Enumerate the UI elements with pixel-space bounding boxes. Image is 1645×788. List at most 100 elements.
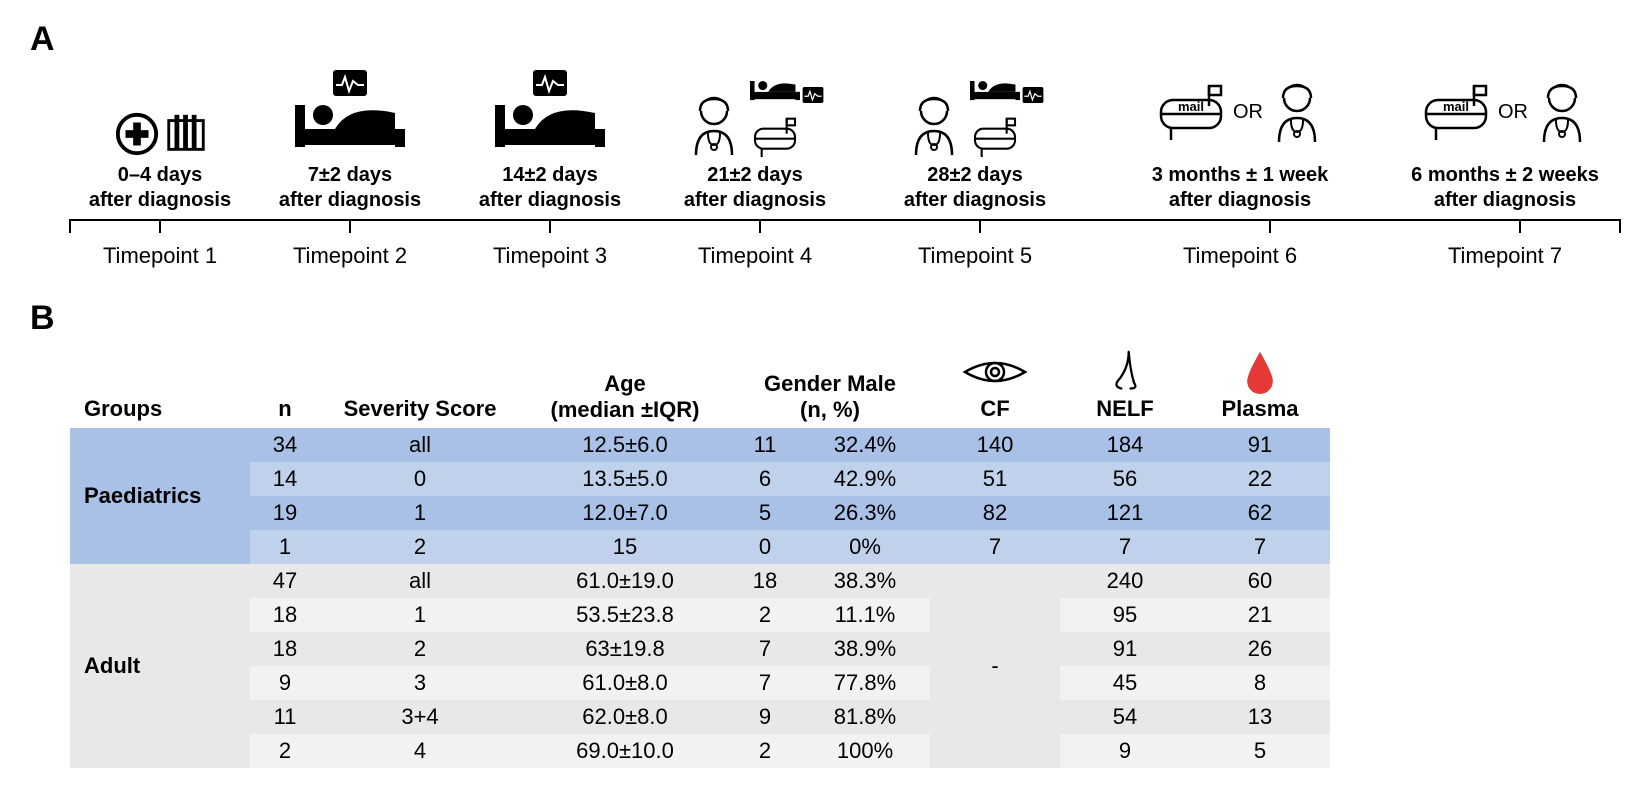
or-text: OR (1498, 101, 1528, 124)
cell-gp: 38.9% (800, 632, 930, 666)
cell-plasma: 91 (1190, 428, 1330, 462)
table-header-row: Groups n Severity Score Age (median ±IQR… (70, 346, 1330, 428)
nose-icon (1105, 350, 1145, 394)
cell-n: 9 (250, 666, 320, 700)
cell-nelf: 91 (1060, 632, 1190, 666)
header-cf: CF (930, 346, 1060, 428)
cell-gn: 7 (730, 666, 800, 700)
cell-gp: 11.1% (800, 598, 930, 632)
monitor-small-icon (802, 86, 824, 104)
timepoint-2-time: 7±2 days after diagnosis (250, 163, 450, 213)
axis-tick (1519, 219, 1521, 233)
header-cf-text: CF (980, 396, 1009, 421)
cell-sev: 1 (320, 598, 520, 632)
header-age: Age (median ±IQR) (520, 346, 730, 428)
timepoint-1: 0–4 days after diagnosis (70, 67, 250, 213)
panel-b: B Groups n Severity Score Age (median ±I… (30, 299, 1615, 768)
cell-nelf: 240 (1060, 564, 1190, 598)
header-gender: Gender Male (n, %) (730, 346, 930, 428)
cell-cf: 82 (930, 496, 1060, 530)
timepoint-5: 28±2 days after diagnosis (860, 67, 1090, 213)
cell-gp: 81.8% (800, 700, 930, 734)
axis-endcap (69, 219, 71, 233)
bed-icon (295, 99, 405, 155)
nurse-icon (686, 93, 742, 157)
cell-sev: all (320, 564, 520, 598)
cell-nelf: 54 (1060, 700, 1190, 734)
cell-sev: 2 (320, 632, 520, 666)
eye-icon (961, 350, 1029, 394)
cell-sev: 3 (320, 666, 520, 700)
table-row: Paediatrics34all12.5±6.01132.4%14018491 (70, 428, 1330, 462)
cell-cf: 140 (930, 428, 1060, 462)
header-nelf-text: NELF (1096, 396, 1153, 421)
header-n: n (250, 346, 320, 428)
mailbox-label-icon: mail (1420, 84, 1492, 140)
cell-plasma: 60 (1190, 564, 1330, 598)
timepoint-4-time: 21±2 days after diagnosis (650, 163, 860, 213)
cell-sev: 0 (320, 462, 520, 496)
timepoint-7: mail OR 6 months ± 2 weeks after diagnos… (1390, 67, 1620, 213)
axis-tick (979, 219, 981, 233)
mailbox-icon (970, 117, 1020, 157)
timepoint-1-time: 0–4 days after diagnosis (70, 163, 250, 213)
axis-endcap (1619, 219, 1621, 233)
table-row: 18263±19.8738.9%9126 (70, 632, 1330, 666)
cell-age: 15 (520, 530, 730, 564)
svg-text:mail: mail (1178, 99, 1204, 114)
demographics-table: Groups n Severity Score Age (median ±IQR… (70, 346, 1330, 768)
cell-n: 14 (250, 462, 320, 496)
cell-sev: 2 (320, 530, 520, 564)
cell-gn: 11 (730, 428, 800, 462)
timeline-icons-row: 0–4 days after diagnosis 7±2 days after … (70, 67, 1595, 213)
cell-gn: 0 (730, 530, 800, 564)
cell-age: 61.0±8.0 (520, 666, 730, 700)
blood-drop-icon (1242, 350, 1278, 394)
table-row: 2469.0±10.02100%95 (70, 734, 1330, 768)
table-row: 14013.5±5.0642.9%515622 (70, 462, 1330, 496)
cell-gp: 32.4% (800, 428, 930, 462)
header-groups: Groups (70, 346, 250, 428)
timepoint-3: 14±2 days after diagnosis (450, 67, 650, 213)
bed-small-icon (970, 78, 1020, 104)
cell-sev: 4 (320, 734, 520, 768)
svg-text:mail: mail (1443, 99, 1469, 114)
table-row: 121500%777 (70, 530, 1330, 564)
monitor-small-icon (1022, 86, 1044, 104)
cell-plasma: 8 (1190, 666, 1330, 700)
cell-sev: 1 (320, 496, 520, 530)
timeline: 0–4 days after diagnosis 7±2 days after … (70, 67, 1595, 269)
cell-cf-merged: - (930, 564, 1060, 768)
timepoint-7-time: 6 months ± 2 weeks after diagnosis (1390, 163, 1620, 213)
timepoint-4: 21±2 days after diagnosis (650, 67, 860, 213)
timepoint-6: mail OR 3 months ± 1 week after diagnosi… (1090, 67, 1390, 213)
cell-sev: all (320, 428, 520, 462)
cell-cf: 7 (930, 530, 1060, 564)
cell-n: 18 (250, 632, 320, 666)
cell-gp: 38.3% (800, 564, 930, 598)
or-text: OR (1233, 101, 1263, 124)
cell-plasma: 7 (1190, 530, 1330, 564)
table-row: 19112.0±7.0526.3%8212162 (70, 496, 1330, 530)
cell-nelf: 45 (1060, 666, 1190, 700)
group-name-cell: Paediatrics (70, 428, 250, 564)
cell-gn: 5 (730, 496, 800, 530)
cell-age: 61.0±19.0 (520, 564, 730, 598)
cell-gn: 2 (730, 598, 800, 632)
cell-sev: 3+4 (320, 700, 520, 734)
cell-age: 63±19.8 (520, 632, 730, 666)
axis-tick (159, 219, 161, 233)
cell-gn: 7 (730, 632, 800, 666)
cell-age: 53.5±23.8 (520, 598, 730, 632)
timeline-axis (70, 219, 1620, 249)
axis-tick (759, 219, 761, 233)
cell-nelf: 121 (1060, 496, 1190, 530)
mailbox-icon (750, 117, 800, 157)
axis-tick (1269, 219, 1271, 233)
cell-age: 62.0±8.0 (520, 700, 730, 734)
nurse-icon (906, 93, 962, 157)
cell-age: 69.0±10.0 (520, 734, 730, 768)
header-plasma-text: Plasma (1221, 396, 1298, 421)
cell-age: 13.5±5.0 (520, 462, 730, 496)
cell-n: 19 (250, 496, 320, 530)
